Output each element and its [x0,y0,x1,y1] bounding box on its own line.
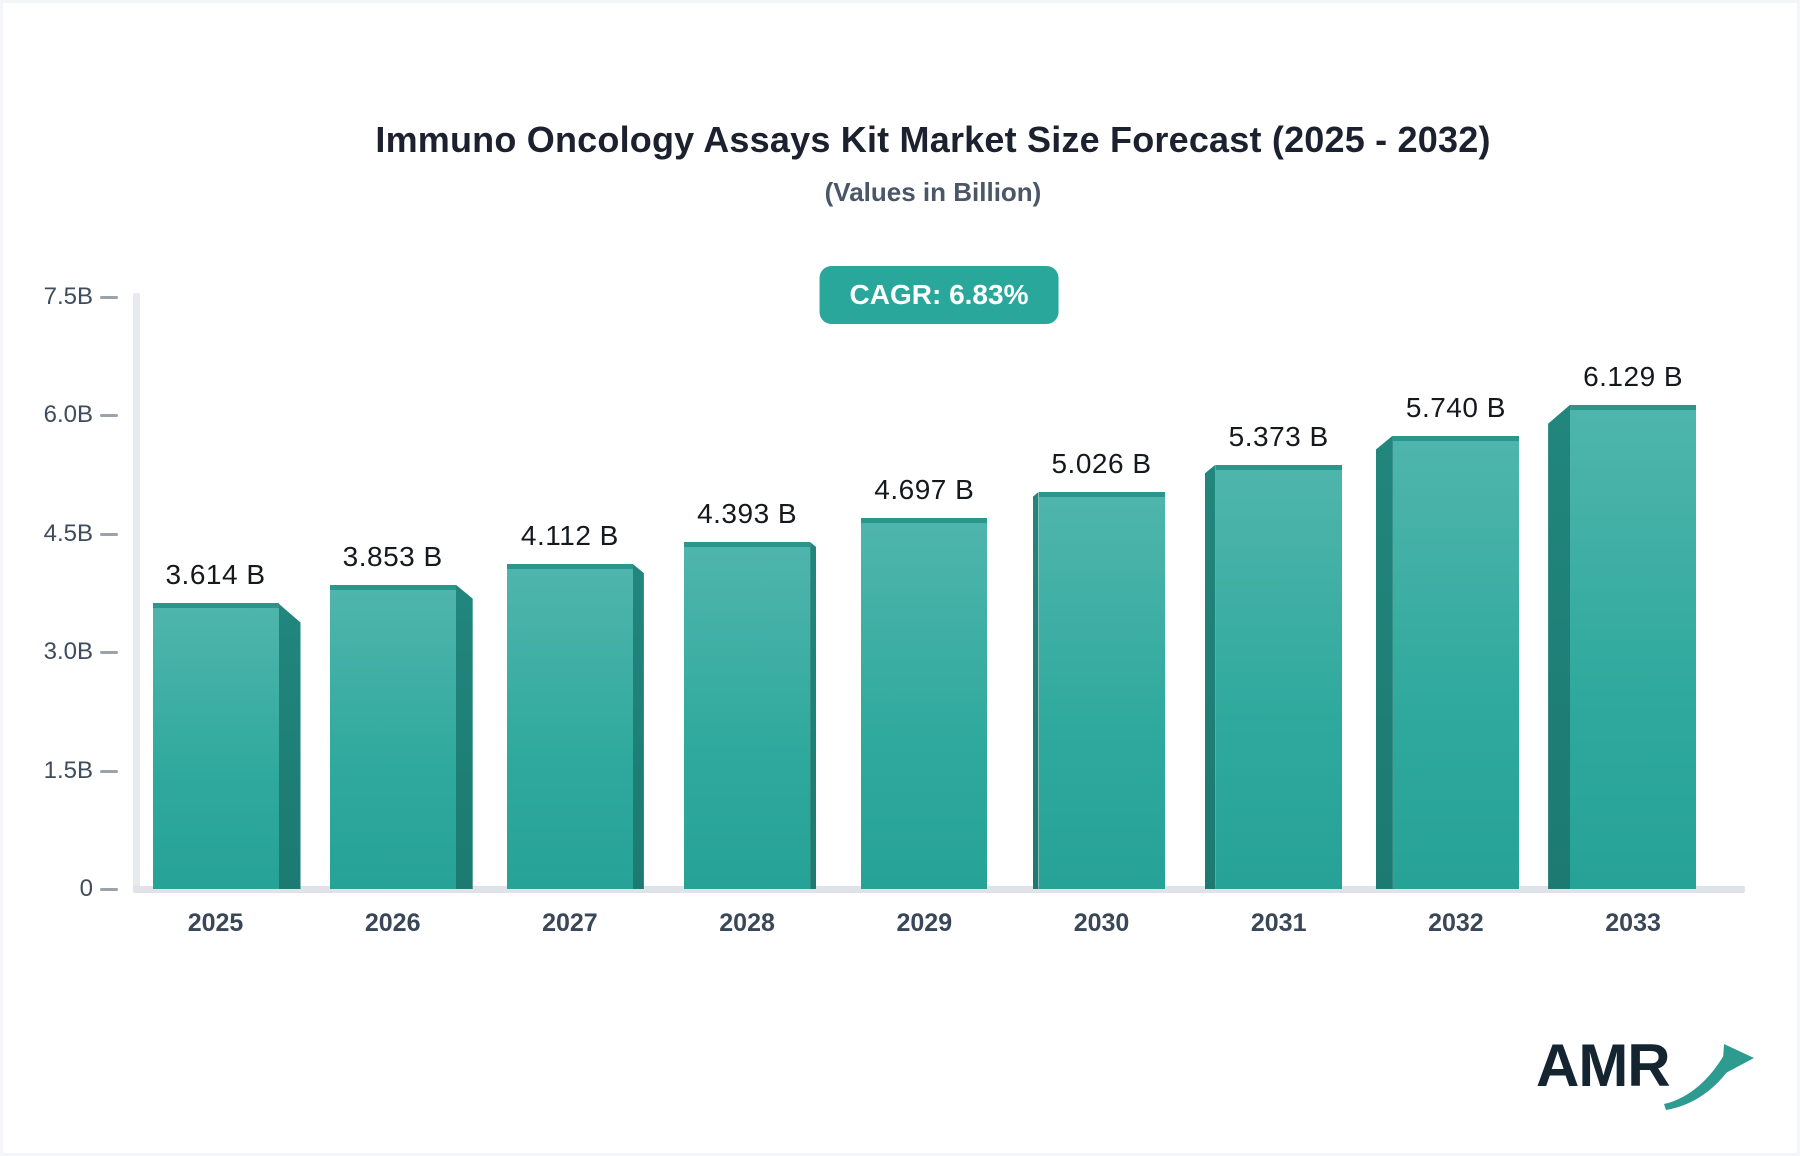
bar-value-label: 3.614 B [165,559,266,591]
y-tick-mark [100,414,118,417]
y-tick-label: 1.5B [43,756,93,784]
x-tick-label: 2027 [542,909,598,937]
x-tick-label: 2033 [1605,909,1661,937]
bar-side-2026 [455,584,473,889]
bar-2029[interactable] [861,517,988,889]
y-tick-label: 6.0B [43,401,93,428]
bar-side-2027 [632,564,644,889]
bar-value-label: 5.026 B [1051,447,1152,479]
x-tick-label: 2026 [364,909,421,937]
bar-value-label: 4.112 B [520,520,619,552]
y-axis-line [133,293,140,893]
amr-logo: AMR [1536,1036,1756,1116]
bar-side-2030 [1032,491,1039,889]
bar-value-label: 4.697 B [874,473,975,505]
bar-value-label: 3.853 B [342,540,443,572]
bar-2028[interactable] [684,541,811,889]
y-tick-label: 7.5B [43,282,93,310]
y-tick-label: 4.5B [43,519,93,547]
y-tick-mark [100,888,118,891]
x-tick-label: 2029 [896,909,953,937]
bar-2026[interactable] [329,584,456,889]
bar-side-2031 [1204,464,1216,889]
bar-value-label: 5.373 B [1228,420,1329,452]
bar-value-label: 6.129 B [1583,360,1684,392]
y-tick-label: 0 [79,875,93,902]
bar-2027[interactable] [506,564,633,889]
bar-chart: 7.5B 6.0B 4.5B 3.0B 1.5B 0 3.614 B 2025 3.853 B 2… [3,3,1797,1153]
x-tick-label: 2032 [1428,909,1484,937]
bar-2031[interactable] [1215,464,1342,889]
bar-2033[interactable] [1570,404,1697,889]
cagr-badge: CAGR: 6.83% [819,266,1059,324]
x-tick-label: 2025 [187,909,244,937]
bar-side-2028 [810,541,817,889]
bar-2025[interactable] [152,603,279,889]
x-tick-label: 2030 [1073,909,1130,937]
bar-value-label: 4.393 B [697,497,798,529]
y-tick-label: 3.0B [43,638,93,665]
bar-2030[interactable] [1038,491,1165,889]
x-tick-label: 2028 [719,909,775,937]
y-tick-mark [100,651,118,654]
page-title: Immuno Oncology Assays Kit Market Size F… [375,119,1491,160]
y-tick-mark [100,532,118,536]
bar-2032[interactable] [1392,435,1519,889]
x-axis-line [133,886,1745,893]
y-tick-mark [100,295,118,299]
amr-logo-text: AMR [1536,1032,1671,1099]
bar-value-label: 5.740 B [1405,391,1506,423]
page-subtitle: (Values in Billion) [824,177,1042,207]
x-tick-label: 2031 [1250,909,1307,937]
bar-side-2032 [1375,435,1393,889]
y-tick-mark [100,769,118,773]
bar-side-2033 [1548,404,1571,889]
growth-arrow-icon [1663,1044,1754,1110]
bar-side-2025 [278,603,301,889]
